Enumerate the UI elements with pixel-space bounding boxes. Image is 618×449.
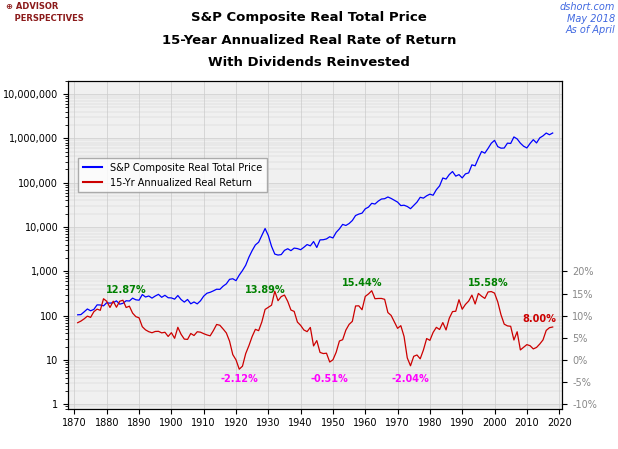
- Text: -2.12%: -2.12%: [221, 374, 258, 384]
- Text: With Dividends Reinvested: With Dividends Reinvested: [208, 56, 410, 69]
- Text: 13.89%: 13.89%: [245, 285, 286, 295]
- Text: -0.51%: -0.51%: [311, 374, 349, 384]
- Text: 15.58%: 15.58%: [468, 278, 509, 288]
- Text: 15-Year Annualized Real Rate of Return: 15-Year Annualized Real Rate of Return: [162, 34, 456, 47]
- Text: 12.87%: 12.87%: [106, 285, 146, 295]
- Text: S&P Composite Real Total Price: S&P Composite Real Total Price: [191, 11, 427, 24]
- Legend: S&P Composite Real Total Price, 15-Yr Annualized Real Return: S&P Composite Real Total Price, 15-Yr An…: [78, 158, 267, 192]
- Text: dshort.com
May 2018
As of April: dshort.com May 2018 As of April: [559, 2, 615, 35]
- Text: 15.44%: 15.44%: [342, 278, 383, 288]
- Text: ⊕ ADVISOR
   PERSPECTIVES: ⊕ ADVISOR PERSPECTIVES: [6, 2, 84, 23]
- Text: 8.00%: 8.00%: [523, 314, 557, 324]
- Text: -2.04%: -2.04%: [392, 374, 430, 384]
